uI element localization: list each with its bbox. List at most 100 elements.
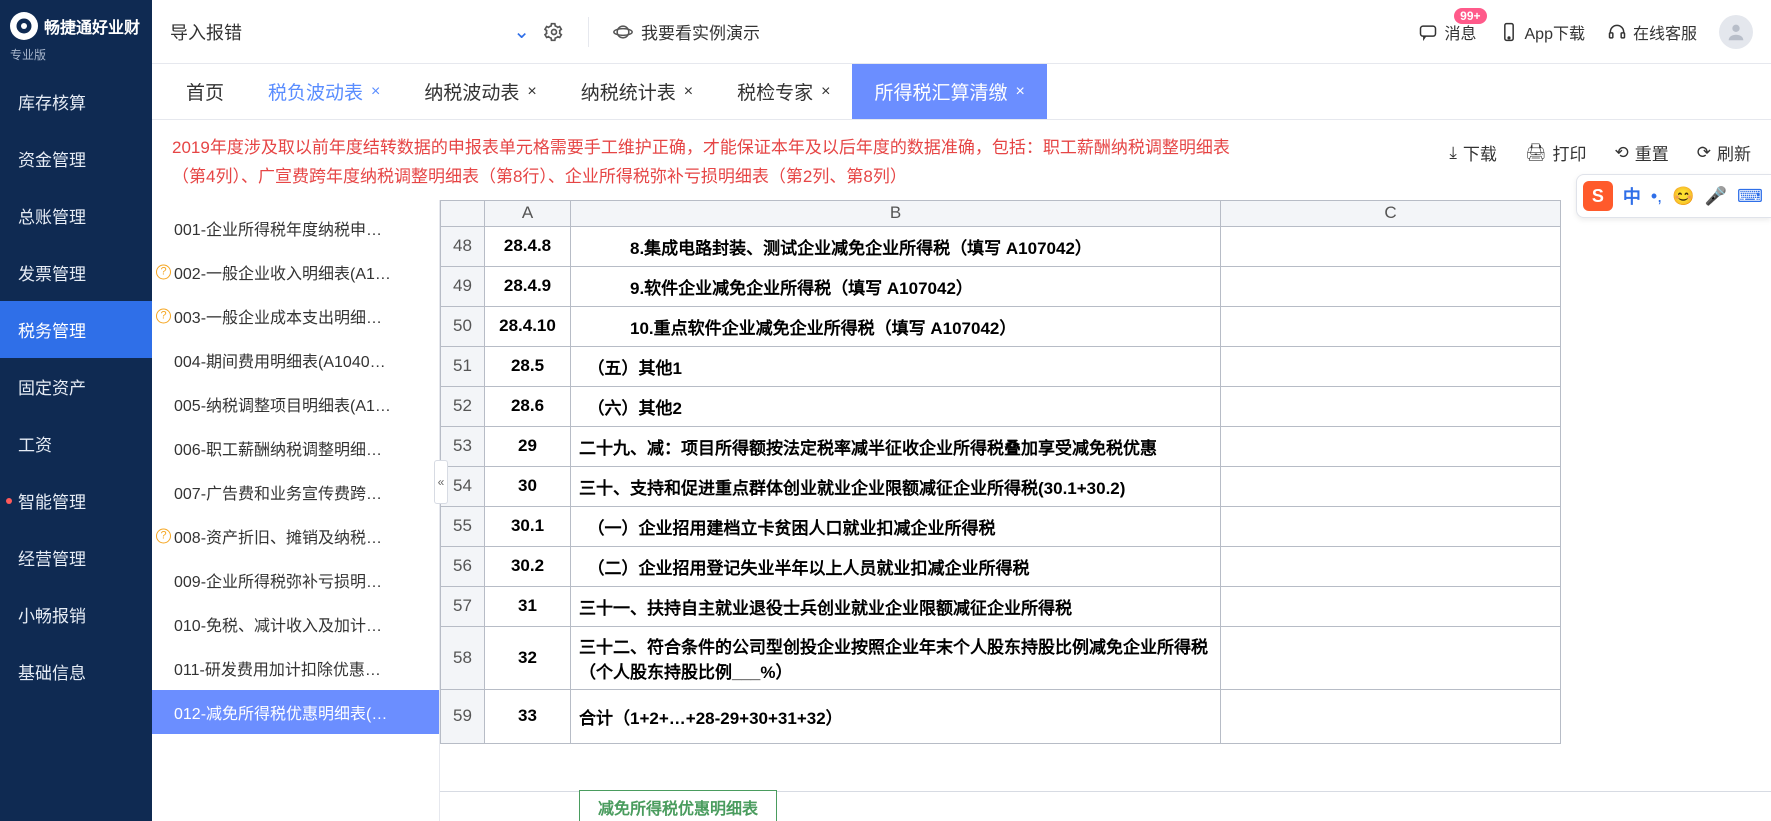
sheet-tab[interactable]: 减免所得税优惠明细表 (579, 790, 777, 821)
cell-c[interactable] (1221, 306, 1561, 346)
row-header[interactable]: 58 (441, 626, 485, 689)
cell-b[interactable]: 9.软件企业减免企业所得税（填写 A107042） (571, 266, 1221, 306)
cell-c[interactable] (1221, 426, 1561, 466)
cell-a[interactable]: 29 (485, 426, 571, 466)
close-icon[interactable]: × (1015, 83, 1024, 101)
tab-2[interactable]: 纳税波动表× (402, 64, 558, 119)
cell-c[interactable] (1221, 689, 1561, 743)
cell-b[interactable]: （五）其他1 (571, 346, 1221, 386)
gear-icon[interactable] (544, 22, 564, 42)
tree-item-8[interactable]: 009-企业所得税弥补亏损明… (152, 558, 439, 602)
nav-item-1[interactable]: 资金管理 (0, 130, 152, 187)
spreadsheet[interactable]: A B C 4828.4.8 8.集成电路封装、测试企业减免企业所得税（填写 A… (440, 200, 1561, 744)
row-header[interactable]: 49 (441, 266, 485, 306)
cell-b[interactable]: （六）其他2 (571, 386, 1221, 426)
refresh-button[interactable]: ⟳刷新 (1697, 140, 1751, 165)
topbar-chat[interactable]: 消息99+ (1418, 20, 1476, 44)
cell-c[interactable] (1221, 546, 1561, 586)
download-button[interactable]: ⤓下载 (1449, 140, 1497, 165)
ime-mic-icon[interactable]: 🎤 (1705, 186, 1727, 207)
cell-b[interactable]: 三十、支持和促进重点群体创业就业企业限额减征企业所得税(30.1+30.2) (571, 466, 1221, 506)
print-button[interactable]: 🖨打印 (1525, 140, 1587, 165)
row-header[interactable]: 56 (441, 546, 485, 586)
topbar-headset[interactable]: 在线客服 (1607, 20, 1697, 44)
nav-item-0[interactable]: 库存核算 (0, 73, 152, 130)
cell-c[interactable] (1221, 586, 1561, 626)
tree-item-0[interactable]: 001-企业所得税年度纳税申… (152, 206, 439, 250)
row-header[interactable]: 51 (441, 346, 485, 386)
cell-a[interactable]: 31 (485, 586, 571, 626)
reset-button[interactable]: ⟲重置 (1615, 140, 1669, 165)
tab-1[interactable]: 税负波动表× (246, 64, 402, 119)
cell-c[interactable] (1221, 226, 1561, 266)
cell-b[interactable]: 二十九、减：项目所得额按法定税率减半征收企业所得税叠加享受减免税优惠 (571, 426, 1221, 466)
row-header[interactable]: 57 (441, 586, 485, 626)
tree-item-6[interactable]: 007-广告费和业务宣传费跨… (152, 470, 439, 514)
tree-item-4[interactable]: 005-纳税调整项目明细表(A1… (152, 382, 439, 426)
close-icon[interactable]: × (821, 83, 830, 101)
cell-a[interactable]: 30.2 (485, 546, 571, 586)
cell-a[interactable]: 32 (485, 626, 571, 689)
tree-item-9[interactable]: 010-免税、减计收入及加计… (152, 602, 439, 646)
tab-4[interactable]: 税检专家× (715, 64, 852, 119)
ime-widget[interactable]: S 中 •, 😊 🎤 ⌨ (1576, 174, 1771, 218)
tab-5[interactable]: 所得税汇算清缴× (852, 64, 1046, 119)
nav-item-10[interactable]: 基础信息 (0, 643, 152, 700)
cell-a[interactable]: 33 (485, 689, 571, 743)
cell-a[interactable]: 30.1 (485, 506, 571, 546)
nav-item-4[interactable]: 税务管理 (0, 301, 152, 358)
collapse-handle[interactable]: « (434, 460, 448, 504)
cell-a[interactable]: 28.4.9 (485, 266, 571, 306)
cell-c[interactable] (1221, 626, 1561, 689)
tree-item-2[interactable]: ?003-一般企业成本支出明细… (152, 294, 439, 338)
cell-b[interactable]: 10.重点软件企业减免企业所得税（填写 A107042） (571, 306, 1221, 346)
cell-c[interactable] (1221, 346, 1561, 386)
row-header[interactable]: 48 (441, 226, 485, 266)
tree-item-11[interactable]: 012-减免所得税优惠明细表(… (152, 690, 439, 734)
topbar-phone[interactable]: App下载 (1499, 20, 1585, 44)
cell-a[interactable]: 28.4.8 (485, 226, 571, 266)
ime-punct-icon[interactable]: •, (1651, 186, 1662, 207)
cell-b[interactable]: （一）企业招用建档立卡贫困人口就业扣减企业所得税 (571, 506, 1221, 546)
close-icon[interactable]: × (527, 83, 536, 101)
nav-item-5[interactable]: 固定资产 (0, 358, 152, 415)
cell-a[interactable]: 30 (485, 466, 571, 506)
cell-b[interactable]: 三十一、扶持自主就业退役士兵创业就业企业限额减征企业所得税 (571, 586, 1221, 626)
tree-item-3[interactable]: 004-期间费用明细表(A1040… (152, 338, 439, 382)
row-header[interactable]: 50 (441, 306, 485, 346)
cell-a[interactable]: 28.5 (485, 346, 571, 386)
tree-item-7[interactable]: ?008-资产折旧、摊销及纳税… (152, 514, 439, 558)
cell-c[interactable] (1221, 266, 1561, 306)
nav-item-9[interactable]: 小畅报销 (0, 586, 152, 643)
close-icon[interactable]: × (684, 83, 693, 101)
tree-item-10[interactable]: 011-研发费用加计扣除优惠… (152, 646, 439, 690)
nav-item-7[interactable]: 智能管理 (0, 472, 152, 529)
import-dropdown[interactable]: 导入报错 ⌄ (170, 19, 530, 45)
row-header[interactable]: 52 (441, 386, 485, 426)
col-header-a[interactable]: A (485, 200, 571, 226)
cell-b[interactable]: 合计（1+2+…+28-29+30+31+32） (571, 689, 1221, 743)
row-header[interactable]: 55 (441, 506, 485, 546)
ime-lang[interactable]: 中 (1623, 183, 1641, 209)
cell-b[interactable]: 三十二、符合条件的公司型创投企业按照企业年末个人股东持股比例减免企业所得税（个人… (571, 626, 1221, 689)
ime-keyboard-icon[interactable]: ⌨ (1737, 186, 1763, 207)
cell-c[interactable] (1221, 386, 1561, 426)
row-header[interactable]: 59 (441, 689, 485, 743)
nav-item-2[interactable]: 总账管理 (0, 187, 152, 244)
nav-item-8[interactable]: 经营管理 (0, 529, 152, 586)
cell-a[interactable]: 28.4.10 (485, 306, 571, 346)
close-icon[interactable]: × (371, 83, 380, 101)
cell-a[interactable]: 28.6 (485, 386, 571, 426)
cell-b[interactable]: （二）企业招用登记失业半年以上人员就业扣减企业所得税 (571, 546, 1221, 586)
col-header-c[interactable]: C (1221, 200, 1561, 226)
col-header-b[interactable]: B (571, 200, 1221, 226)
demo-link[interactable]: 我要看实例演示 (613, 19, 760, 44)
cell-c[interactable] (1221, 466, 1561, 506)
cell-c[interactable] (1221, 506, 1561, 546)
ime-emoji-icon[interactable]: 😊 (1672, 186, 1694, 207)
tab-3[interactable]: 纳税统计表× (559, 64, 715, 119)
tab-0[interactable]: 首页 (164, 64, 246, 119)
tree-item-1[interactable]: ?002-一般企业收入明细表(A1… (152, 250, 439, 294)
avatar[interactable] (1719, 15, 1753, 49)
cell-b[interactable]: 8.集成电路封装、测试企业减免企业所得税（填写 A107042） (571, 226, 1221, 266)
